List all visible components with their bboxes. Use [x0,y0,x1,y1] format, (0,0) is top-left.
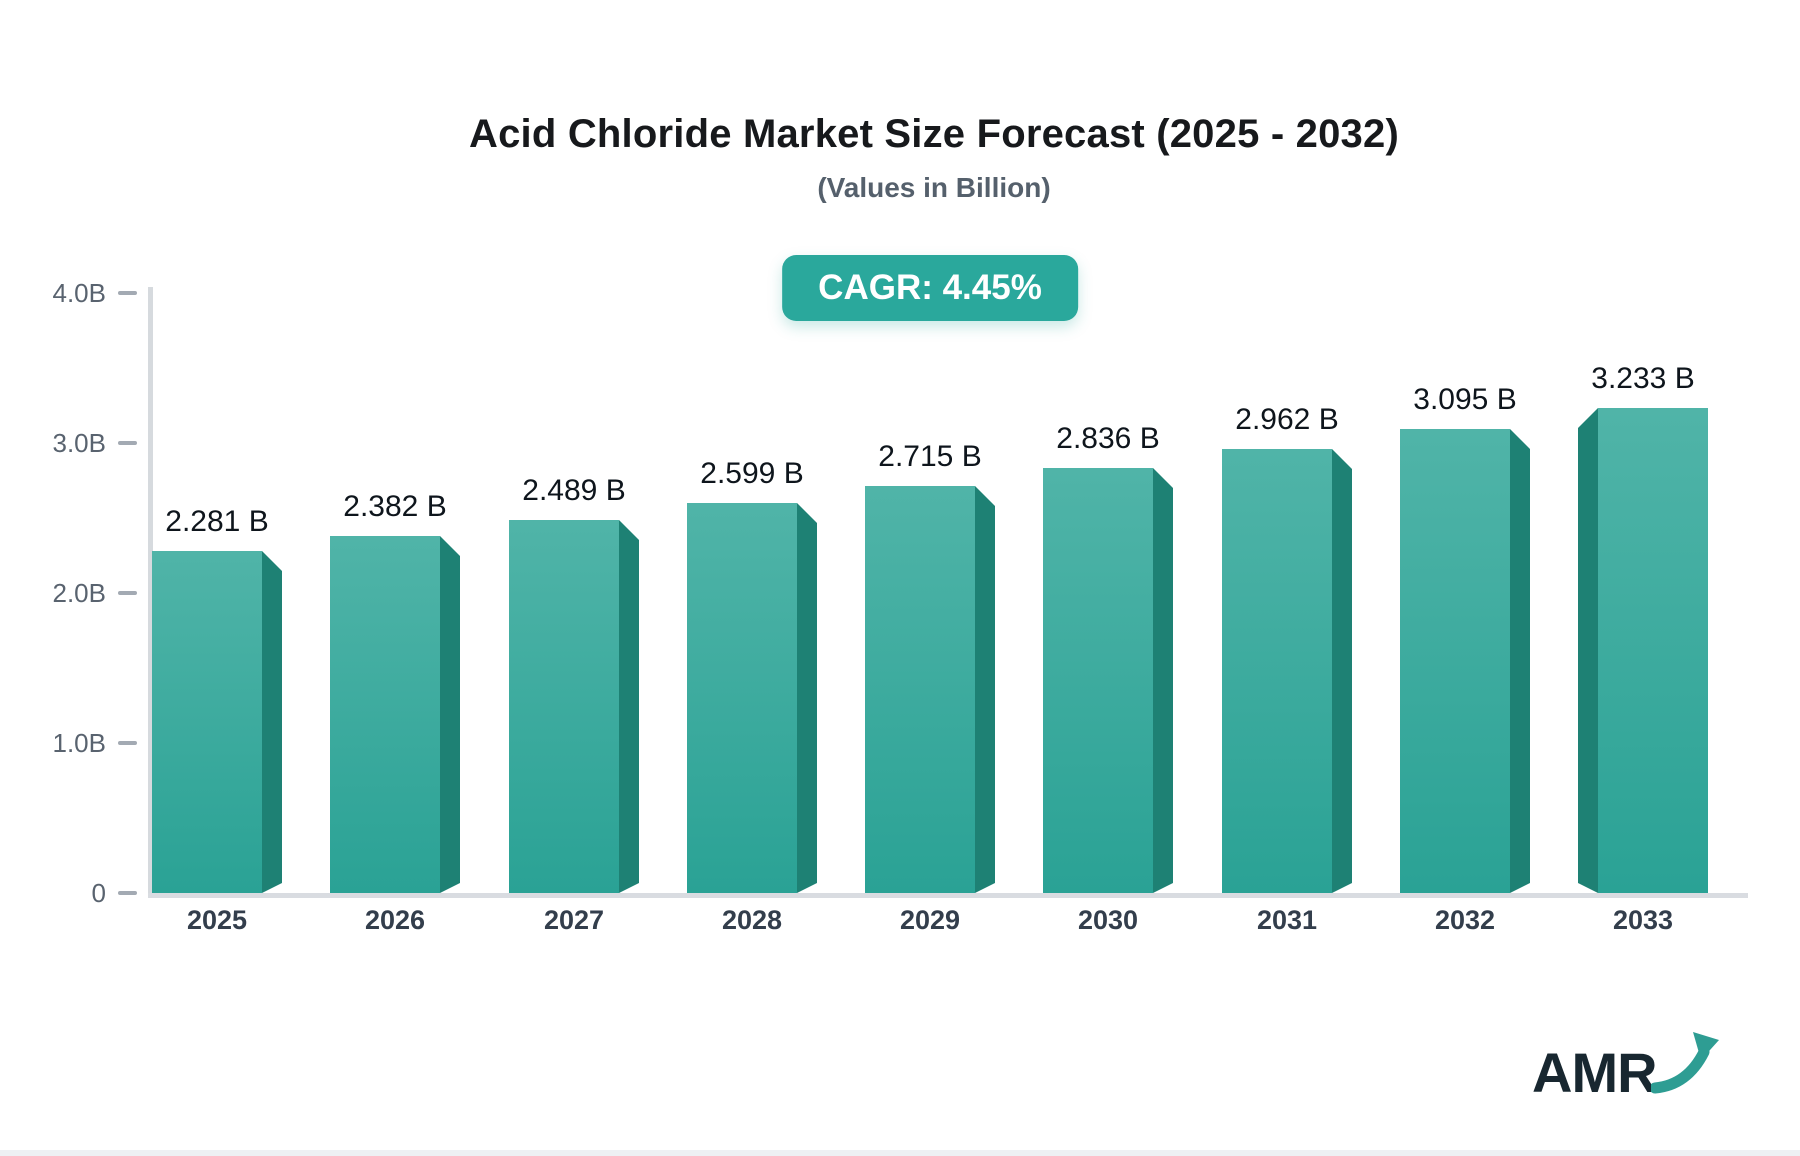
amr-logo: AMR [1532,1030,1721,1101]
growth-arrow-icon [1649,1030,1721,1099]
y-tick-mark-0 [118,291,137,295]
value-label-2030: 2.836 B [1056,422,1160,455]
bar-face-2025 [152,551,262,893]
bar-face-2031 [1222,449,1332,893]
x-tick-label-2032: 2032 [1434,905,1496,935]
bar-2033 [1578,408,1708,893]
amr-logo-text: AMR [1532,1041,1658,1104]
bar-face-2028 [687,503,797,893]
bar-side-2029 [975,486,995,893]
value-label-2025: 2.281 B [165,505,269,538]
x-axis-baseline [148,893,1748,898]
value-label-2026: 2.382 B [343,490,447,523]
bar-2030 [1043,468,1173,893]
bar-face-2033 [1598,408,1708,893]
y-tick-label-1: 3.0B [52,428,107,458]
x-tick-label-2029: 2029 [899,905,961,935]
bar-side-2033 [1578,408,1598,893]
value-label-2027: 2.489 B [522,474,626,507]
bar-2029 [865,486,995,893]
bar-2026 [330,536,460,893]
bar-2027 [509,520,639,893]
value-label-2033: 3.233 B [1591,362,1695,395]
bar-side-2032 [1510,429,1530,893]
bar-face-2032 [1400,429,1510,893]
bar-face-2029 [865,486,975,893]
value-label-2031: 2.962 B [1235,403,1339,436]
x-tick-label-2031: 2031 [1256,905,1318,935]
y-tick-label-2: 2.0B [52,578,107,608]
bar-face-2030 [1043,468,1153,893]
y-tick-mark-2 [118,591,137,595]
x-tick-label-2026: 2026 [364,905,426,935]
bar-side-2025 [262,551,282,893]
x-tick-label-2028: 2028 [721,905,783,935]
x-tick-label-2025: 2025 [186,905,248,935]
y-tick-label-0: 4.0B [52,278,107,308]
bar-2031 [1222,449,1352,893]
x-tick-label-2030: 2030 [1077,905,1139,935]
y-tick-label-3: 1.0B [52,728,107,758]
x-tick-label-2027: 2027 [543,905,605,935]
y-tick-label-4: 0 [91,878,106,908]
bar-side-2027 [619,520,639,893]
bar-side-2030 [1153,468,1173,893]
image-bottom-edge [0,1150,1800,1156]
bar-2032 [1400,429,1530,893]
chart-title: Acid Chloride Market Size Forecast (2025… [469,112,1399,156]
y-tick-mark-3 [118,741,137,745]
bar-2025 [152,551,282,893]
cagr-badge: CAGR: 4.45% [782,255,1078,321]
x-tick-label-2033: 2033 [1612,905,1674,935]
y-tick-mark-1 [118,441,137,445]
bar-face-2026 [330,536,440,893]
value-label-2028: 2.599 B [700,457,804,490]
value-label-2032: 3.095 B [1413,383,1517,416]
bar-side-2026 [440,536,460,893]
y-axis-line [148,287,153,898]
bar-side-2028 [797,503,817,893]
y-tick-mark-4 [118,891,137,895]
bar-face-2027 [509,520,619,893]
bar-side-2031 [1332,449,1352,893]
value-label-2029: 2.715 B [878,440,982,473]
bar-2028 [687,503,817,893]
chart-subtitle: (Values in Billion) [817,172,1051,203]
